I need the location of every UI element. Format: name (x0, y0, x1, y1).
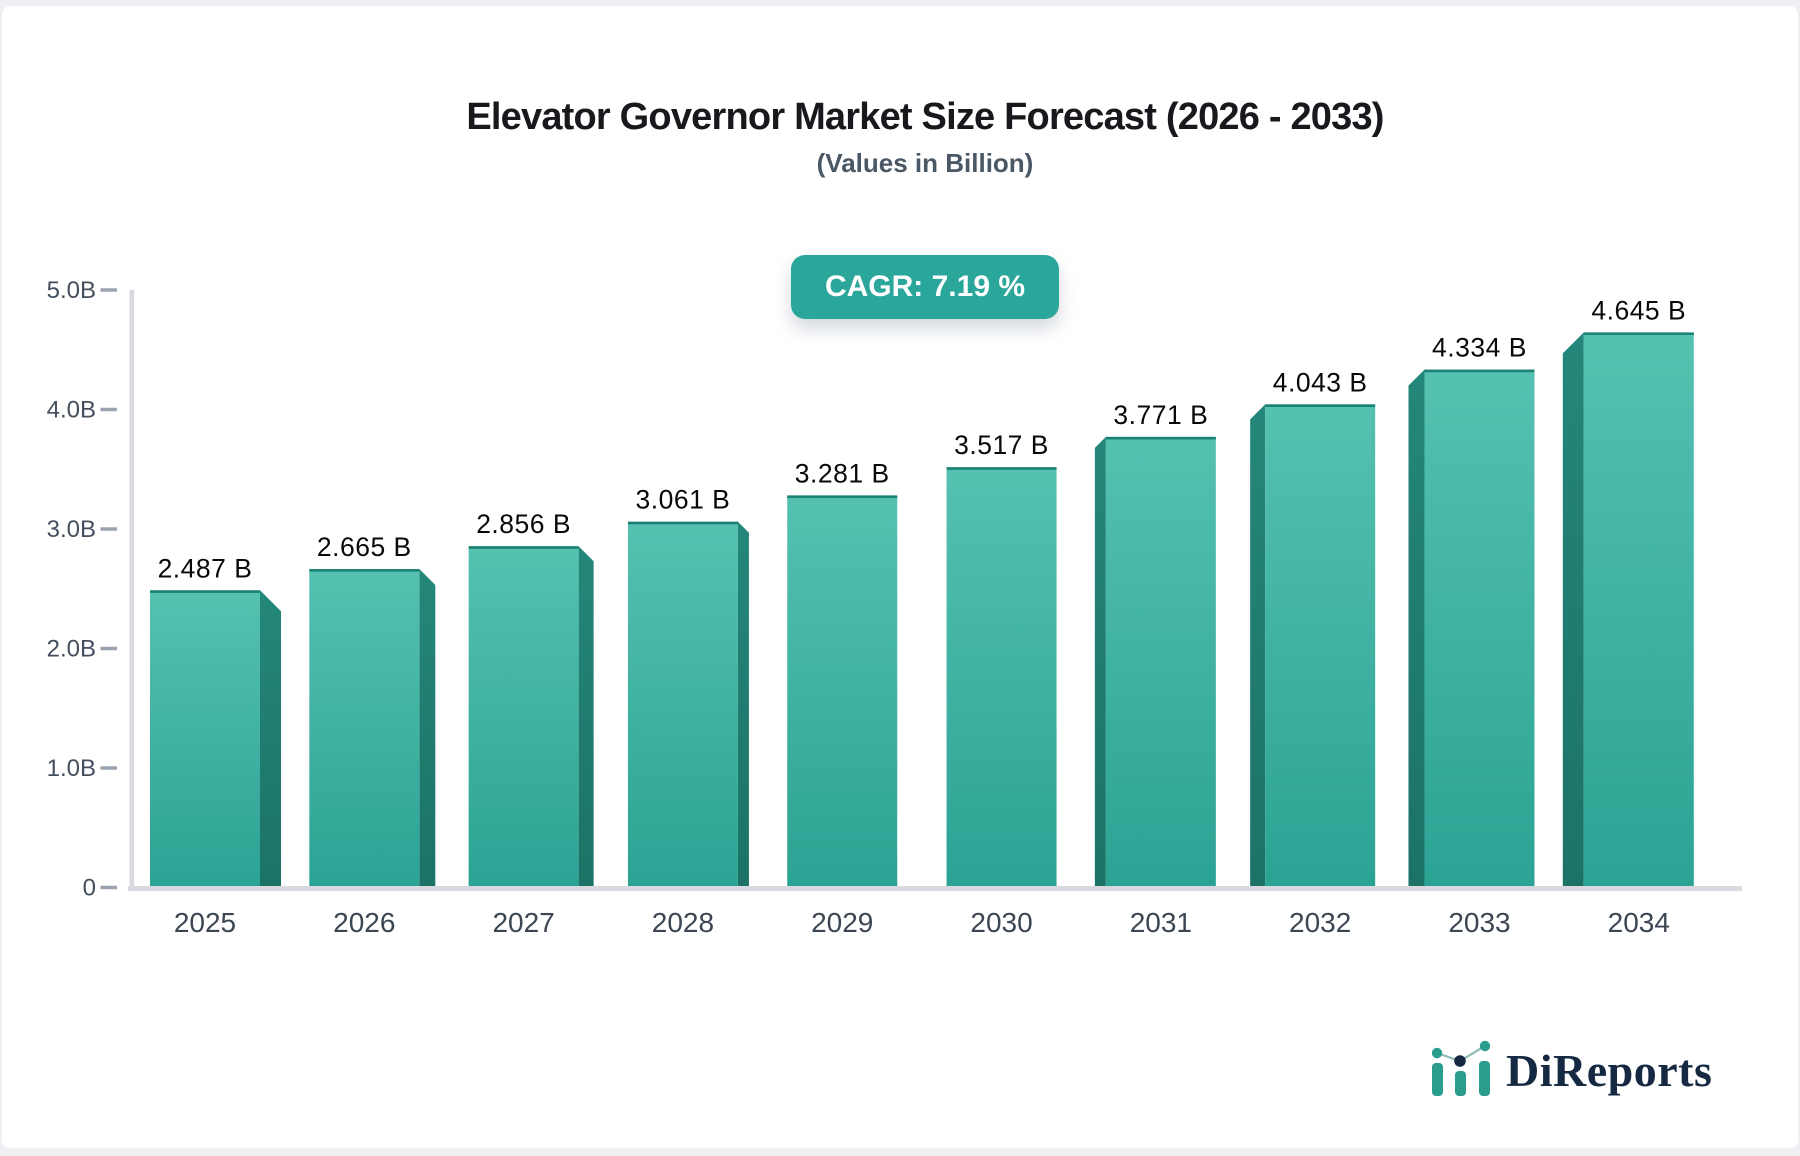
x-axis-year-label: 2031 (1130, 907, 1192, 938)
bar-top-edge-2030 (946, 467, 1057, 470)
bar-side-2032 (1250, 404, 1266, 887)
bar-top-edge-2028 (627, 521, 738, 525)
chart-title: Elevator Governor Market Size Forecast (… (466, 96, 1384, 138)
logo-bar-left (1432, 1063, 1443, 1096)
x-axis-year-label: 2029 (811, 907, 873, 938)
bar-top-edge-2033 (1424, 369, 1535, 373)
bar-side-2025 (260, 590, 281, 887)
bar-2032 (1265, 404, 1376, 887)
cagr-badge: CAGR: 7.19 % (790, 255, 1060, 319)
direports-logo-text: DiReports (1506, 1045, 1713, 1096)
bar-side-2028 (737, 521, 749, 887)
bar-2033 (1424, 369, 1535, 887)
y-axis-tick (100, 288, 117, 292)
y-axis-tick-label: 3.0B (47, 516, 96, 543)
bar-chart-canvas: 5.0B 4.0B 3.0B 2.0B 1.0B 0 2.487 B 2.665 B 2.856… (47, 277, 1742, 938)
bar-top-edge-2025 (150, 590, 260, 593)
bar-2025 (150, 590, 260, 887)
logo-dot-right (1479, 1040, 1491, 1052)
y-axis-tick-label: 2.0B (47, 636, 96, 663)
bar-top-edge-2029 (787, 495, 898, 499)
bar-value-label: 3.281 B (795, 458, 890, 488)
x-axis-year-label: 2030 (970, 907, 1032, 938)
bar-value-label: 3.771 B (1113, 400, 1208, 430)
bar-value-label: 3.061 B (636, 485, 731, 515)
bar-top-edge-2032 (1265, 404, 1376, 407)
x-axis-line (128, 886, 1742, 891)
bar-side-2033 (1408, 369, 1425, 887)
bar-value-label: 3.517 B (954, 430, 1049, 460)
bar-top-edge-2027 (468, 546, 579, 549)
y-axis-line (129, 290, 134, 891)
bar-top-edge-2034 (1583, 332, 1694, 336)
bar-value-label: 2.487 B (158, 553, 253, 583)
logo-bar-middle (1455, 1071, 1466, 1096)
bar-2034 (1583, 332, 1694, 887)
bar-2030 (946, 467, 1057, 887)
direports-logo-icon (1431, 1040, 1491, 1096)
x-axis-year-label: 2032 (1289, 907, 1351, 938)
bar-top-edge-2026 (309, 569, 420, 572)
y-axis-tick (100, 766, 117, 770)
logo-bar-right (1479, 1061, 1490, 1096)
bar-value-label: 2.665 B (317, 532, 412, 562)
bar-top-edge-2031 (1105, 436, 1216, 440)
x-axis-year-label: 2034 (1608, 907, 1670, 938)
y-axis-tick-label: 1.0B (47, 755, 96, 782)
bar-2027 (468, 546, 579, 887)
direports-logo: DiReports (1428, 1036, 1712, 1096)
y-axis-tick-label: 5.0B (47, 277, 96, 304)
x-axis-year-label: 2025 (174, 907, 236, 938)
bar-side-2026 (419, 569, 436, 887)
bar-2028 (627, 521, 738, 887)
y-axis-tick (100, 885, 117, 890)
y-axis-tick (100, 646, 117, 651)
bar-side-2031 (1094, 436, 1106, 887)
bar-2026 (309, 569, 420, 887)
bar-value-label: 2.856 B (476, 509, 571, 539)
y-axis-tick (100, 407, 117, 412)
x-axis-year-label: 2028 (652, 907, 714, 938)
x-axis-year-label: 2033 (1448, 907, 1510, 938)
bar-2031 (1105, 436, 1216, 887)
x-axis-year-label: 2027 (492, 907, 554, 938)
bar-side-2027 (578, 546, 594, 887)
y-axis-tick-label: 0 (83, 875, 96, 902)
bar-value-label: 4.645 B (1591, 295, 1686, 325)
logo-dot-left (1431, 1047, 1443, 1059)
bar-side-2034 (1562, 332, 1584, 887)
bar-2029 (787, 495, 898, 887)
logo-dot-middle (1454, 1055, 1466, 1067)
x-axis-year-label: 2026 (333, 907, 395, 938)
y-axis-tick (100, 527, 117, 531)
y-axis-tick-label: 4.0B (47, 397, 96, 424)
chart-subtitle: (Values in Billion) (816, 148, 1034, 178)
bar-value-label: 4.334 B (1432, 333, 1527, 363)
bar-value-label: 4.043 B (1273, 367, 1368, 397)
